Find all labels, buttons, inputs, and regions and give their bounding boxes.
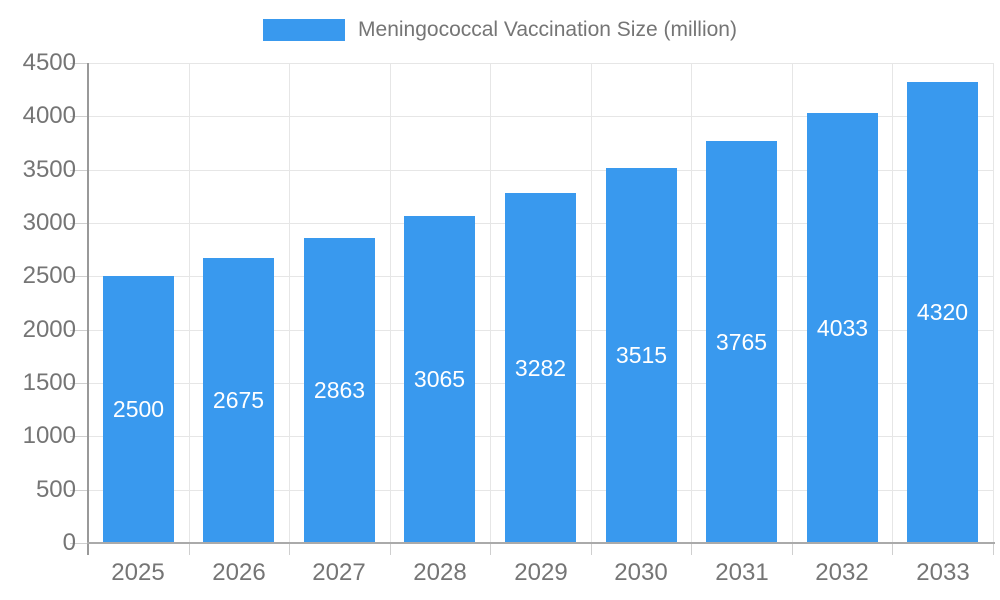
x-axis-tick [189,543,190,555]
bar[interactable]: 4320 [907,82,978,543]
legend-item[interactable]: Meningococcal Vaccination Size (million) [0,18,1000,42]
bar[interactable]: 3515 [606,168,677,543]
y-axis-tick-label: 3000 [22,209,76,236]
gridline-vertical [691,63,692,543]
y-axis-tick-label: 1500 [22,369,76,396]
bar-value-label: 2675 [212,387,265,413]
gridline-vertical [289,63,290,543]
x-axis-category-label: 2025 [111,559,165,586]
bar[interactable]: 2675 [203,258,274,543]
y-axis-tick-label: 4500 [22,49,76,76]
x-axis-tick [390,543,391,555]
x-axis-category-label: 2026 [212,559,266,586]
y-axis-tick-label: 3500 [22,156,76,183]
x-axis-tick [993,543,994,555]
gridline-vertical [189,63,190,543]
x-axis-category-label: 2028 [413,559,467,586]
y-axis-tick-label: 4000 [22,102,76,129]
x-axis-category-label: 2033 [916,559,970,586]
gridline-horizontal [88,170,993,171]
gridline-vertical [892,63,893,543]
y-axis-line [87,63,89,555]
bar-value-label: 2863 [313,377,366,403]
bar[interactable]: 3065 [404,216,475,543]
x-axis-tick [289,543,290,555]
bar-value-label: 3282 [514,354,567,381]
bar[interactable]: 2500 [103,276,174,543]
gridline-horizontal [88,116,993,117]
y-axis-tick [70,383,88,384]
x-axis-category-label: 2027 [312,559,366,586]
x-axis-line [87,542,995,544]
y-axis-tick [70,223,88,224]
gridline-vertical [490,63,491,543]
gridline-vertical [390,63,391,543]
gridline-vertical [993,63,994,543]
y-axis-tick [70,330,88,331]
gridline-vertical [591,63,592,543]
bar[interactable]: 4033 [807,113,878,543]
x-axis-category-label: 2030 [614,559,668,586]
y-axis-tick-label: 0 [62,529,76,556]
y-axis-tick [70,436,88,437]
x-axis-tick [691,543,692,555]
x-axis-tick [792,543,793,555]
x-axis-category-label: 2031 [715,559,769,586]
bar[interactable]: 2863 [304,238,375,543]
y-axis-tick [70,63,88,64]
bar-value-label: 4320 [916,299,969,325]
y-axis-tick [70,170,88,171]
legend-swatch-icon [263,19,346,41]
y-axis-tick-label: 2000 [22,316,76,343]
y-axis-tick [70,543,88,544]
y-axis-tick-label: 1000 [22,422,76,449]
x-axis-tick [892,543,893,555]
bar[interactable]: 3765 [706,141,777,543]
y-axis-tick [70,116,88,117]
x-axis-category-label: 2029 [514,559,568,586]
bar[interactable]: 3282 [505,193,576,543]
y-axis-tick [70,276,88,277]
bar-value-label: 2500 [112,396,165,422]
legend-label: Meningococcal Vaccination Size (million) [358,18,737,41]
gridline-vertical [792,63,793,543]
gridline-horizontal [88,63,993,64]
bar-value-label: 3515 [615,342,668,368]
x-axis-category-label: 2032 [815,559,869,586]
bar-value-label: 4033 [816,314,869,341]
x-axis-tick [591,543,592,555]
x-axis-tick [490,543,491,555]
y-axis-tick-label: 500 [35,476,76,503]
y-axis-tick [70,490,88,491]
bar-value-label: 3765 [715,328,768,355]
bar-value-label: 3065 [413,366,466,392]
y-axis-tick-label: 2500 [22,262,76,289]
